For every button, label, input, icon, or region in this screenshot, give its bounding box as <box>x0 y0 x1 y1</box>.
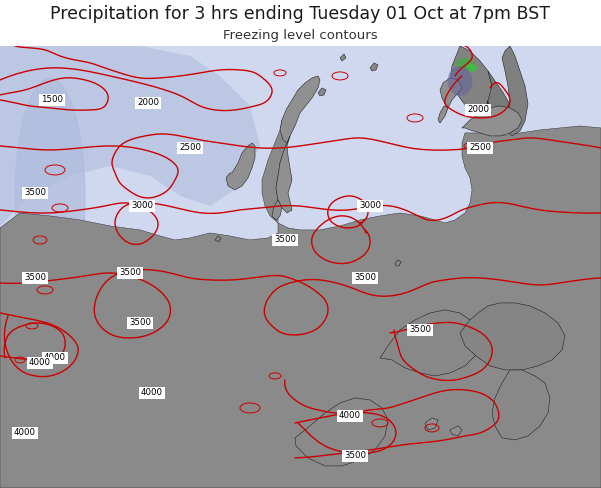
Polygon shape <box>15 78 85 318</box>
Polygon shape <box>380 310 480 376</box>
Text: 2500: 2500 <box>179 143 201 152</box>
Text: 3500: 3500 <box>129 319 151 327</box>
Polygon shape <box>226 143 255 190</box>
Polygon shape <box>450 426 462 436</box>
Text: 3000: 3000 <box>131 202 153 210</box>
Polygon shape <box>40 273 80 373</box>
Text: 3500: 3500 <box>119 268 141 278</box>
Text: 4000: 4000 <box>44 353 66 363</box>
Polygon shape <box>272 200 282 220</box>
Polygon shape <box>438 106 448 123</box>
Text: 4000: 4000 <box>141 388 163 397</box>
Polygon shape <box>485 71 512 128</box>
Text: 4000: 4000 <box>14 428 36 437</box>
Polygon shape <box>492 370 550 440</box>
Text: 2000: 2000 <box>467 105 489 114</box>
Ellipse shape <box>456 58 474 70</box>
Polygon shape <box>395 260 401 266</box>
Text: Precipitation for 3 hrs ending Tuesday 01 Oct at 7pm BST: Precipitation for 3 hrs ending Tuesday 0… <box>50 5 551 23</box>
Text: 3500: 3500 <box>274 235 296 244</box>
Text: 2500: 2500 <box>469 143 491 152</box>
Polygon shape <box>276 136 292 213</box>
Polygon shape <box>0 120 601 488</box>
Polygon shape <box>450 46 492 116</box>
Polygon shape <box>460 303 565 370</box>
Text: 3000: 3000 <box>359 202 381 210</box>
Text: 4000: 4000 <box>29 358 51 367</box>
Polygon shape <box>280 76 320 143</box>
Ellipse shape <box>448 66 472 96</box>
Polygon shape <box>425 418 438 430</box>
Polygon shape <box>318 88 326 96</box>
Polygon shape <box>215 236 221 242</box>
Text: 2000: 2000 <box>137 99 159 107</box>
Text: 3500: 3500 <box>24 273 46 283</box>
Polygon shape <box>0 46 260 226</box>
Polygon shape <box>440 78 462 108</box>
Polygon shape <box>462 106 522 136</box>
Text: 4000: 4000 <box>339 411 361 421</box>
Ellipse shape <box>467 64 477 72</box>
Text: 3500: 3500 <box>409 325 431 334</box>
Text: 3500: 3500 <box>24 188 46 198</box>
Polygon shape <box>370 63 378 71</box>
Text: 3500: 3500 <box>344 451 366 461</box>
Text: 1500: 1500 <box>41 96 63 104</box>
Text: 3500: 3500 <box>354 273 376 283</box>
Text: Freezing level contours: Freezing level contours <box>223 29 378 42</box>
Polygon shape <box>295 398 388 466</box>
Polygon shape <box>502 46 528 136</box>
Polygon shape <box>340 54 346 61</box>
